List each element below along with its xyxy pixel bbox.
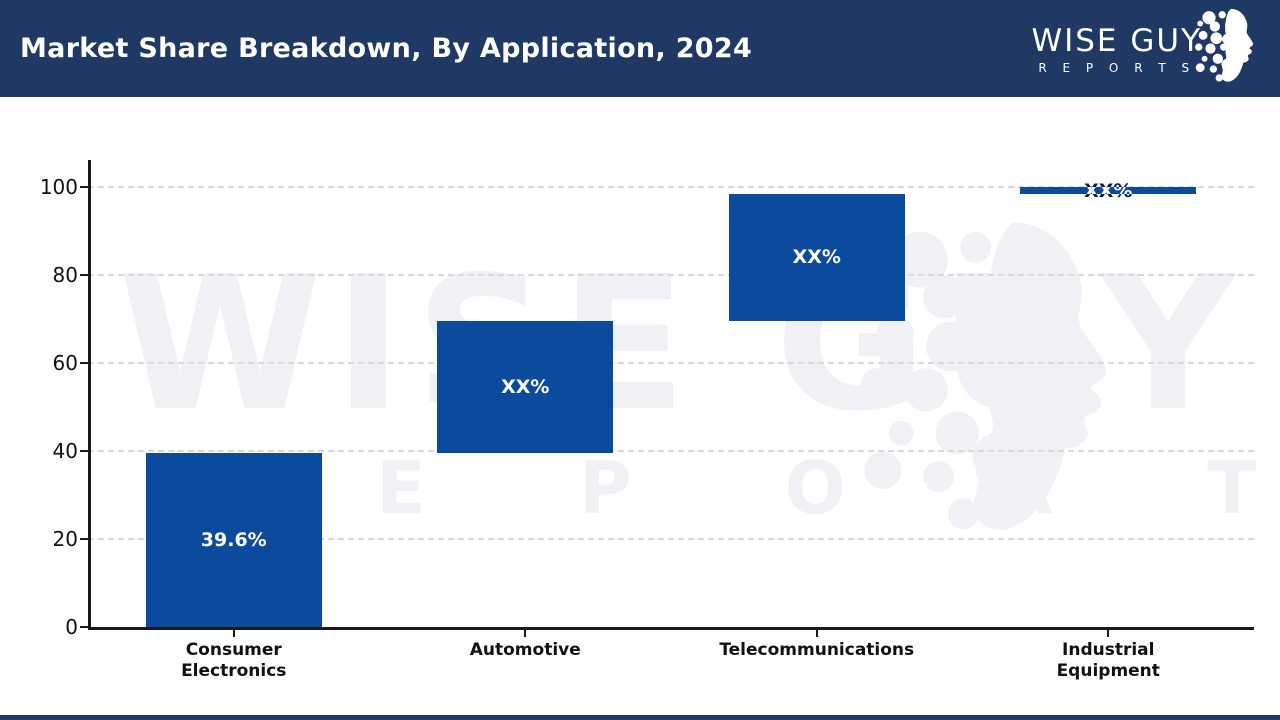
y-tick-label: 100 xyxy=(39,175,78,199)
watermark-text-line2: R E P O R T S xyxy=(168,446,1280,530)
logo-text: WISE GUY R E P O R T S xyxy=(1031,24,1202,75)
x-tick-label-telecommunications: Telecommunications xyxy=(667,640,967,661)
y-tick-mark xyxy=(80,626,88,628)
chart-title: Market Share Breakdown, By Application, … xyxy=(20,33,753,64)
x-tick-label-industrial-equipment: Industrial Equipment xyxy=(958,640,1258,682)
bar-consumer-electronics: 39.6% xyxy=(145,452,322,627)
bar-industrial-equipment: XX% xyxy=(1020,187,1197,195)
gridline-y80 xyxy=(88,274,1254,276)
x-tick-label-line: Electronics xyxy=(181,661,287,681)
gridline-y20 xyxy=(88,538,1254,540)
y-tick-label: 20 xyxy=(52,527,78,551)
x-tick-label-line: Equipment xyxy=(1056,661,1160,681)
gridline-y40 xyxy=(88,450,1254,452)
wiseguy-reports-logo: WISE GUY R E P O R T S xyxy=(1020,2,1270,95)
y-tick-label: 60 xyxy=(52,351,78,375)
y-tick-mark xyxy=(80,274,88,276)
x-tick-label-line: Telecommunications xyxy=(719,640,915,660)
y-tick-mark xyxy=(80,362,88,364)
y-tick-mark xyxy=(80,186,88,188)
header-bar: Market Share Breakdown, By Application, … xyxy=(0,0,1280,97)
y-tick-label: 80 xyxy=(52,263,78,287)
gridline-y60 xyxy=(88,362,1254,364)
wiseguy-head-logo-icon xyxy=(1195,8,1253,82)
x-tick-mark xyxy=(1107,629,1110,637)
bar-automotive: XX% xyxy=(437,320,614,453)
logo-wordmark: WISE GUY xyxy=(1031,23,1202,59)
bar-value-label-consumer-electronics: 39.6% xyxy=(200,528,267,551)
y-tick-label: 0 xyxy=(65,615,78,639)
bar-value-label-telecommunications: XX% xyxy=(792,246,841,269)
footer-accent-strip xyxy=(0,715,1280,720)
bar-value-label-automotive: XX% xyxy=(501,375,550,398)
x-tick-label-line: Automotive xyxy=(469,640,581,660)
x-tick-mark xyxy=(815,629,818,637)
gridline-y100 xyxy=(88,186,1254,188)
logo-subtext: R E P O R T S xyxy=(1038,61,1196,76)
y-tick-mark xyxy=(80,450,88,452)
x-tick-label-line: Industrial xyxy=(1062,640,1155,660)
x-tick-mark xyxy=(232,629,235,637)
bar-value-label-industrial-equipment: XX% xyxy=(1020,187,1196,194)
y-axis-spine xyxy=(88,160,91,630)
x-tick-mark xyxy=(524,629,527,637)
y-tick-label: 40 xyxy=(52,439,78,463)
x-axis-spine xyxy=(88,627,1254,630)
x-tick-label-automotive: Automotive xyxy=(375,640,675,661)
x-tick-label-line: Consumer xyxy=(185,640,282,660)
y-tick-mark xyxy=(80,538,88,540)
x-tick-label-consumer-electronics: Consumer Electronics xyxy=(84,640,384,682)
bar-telecommunications: XX% xyxy=(728,194,905,321)
